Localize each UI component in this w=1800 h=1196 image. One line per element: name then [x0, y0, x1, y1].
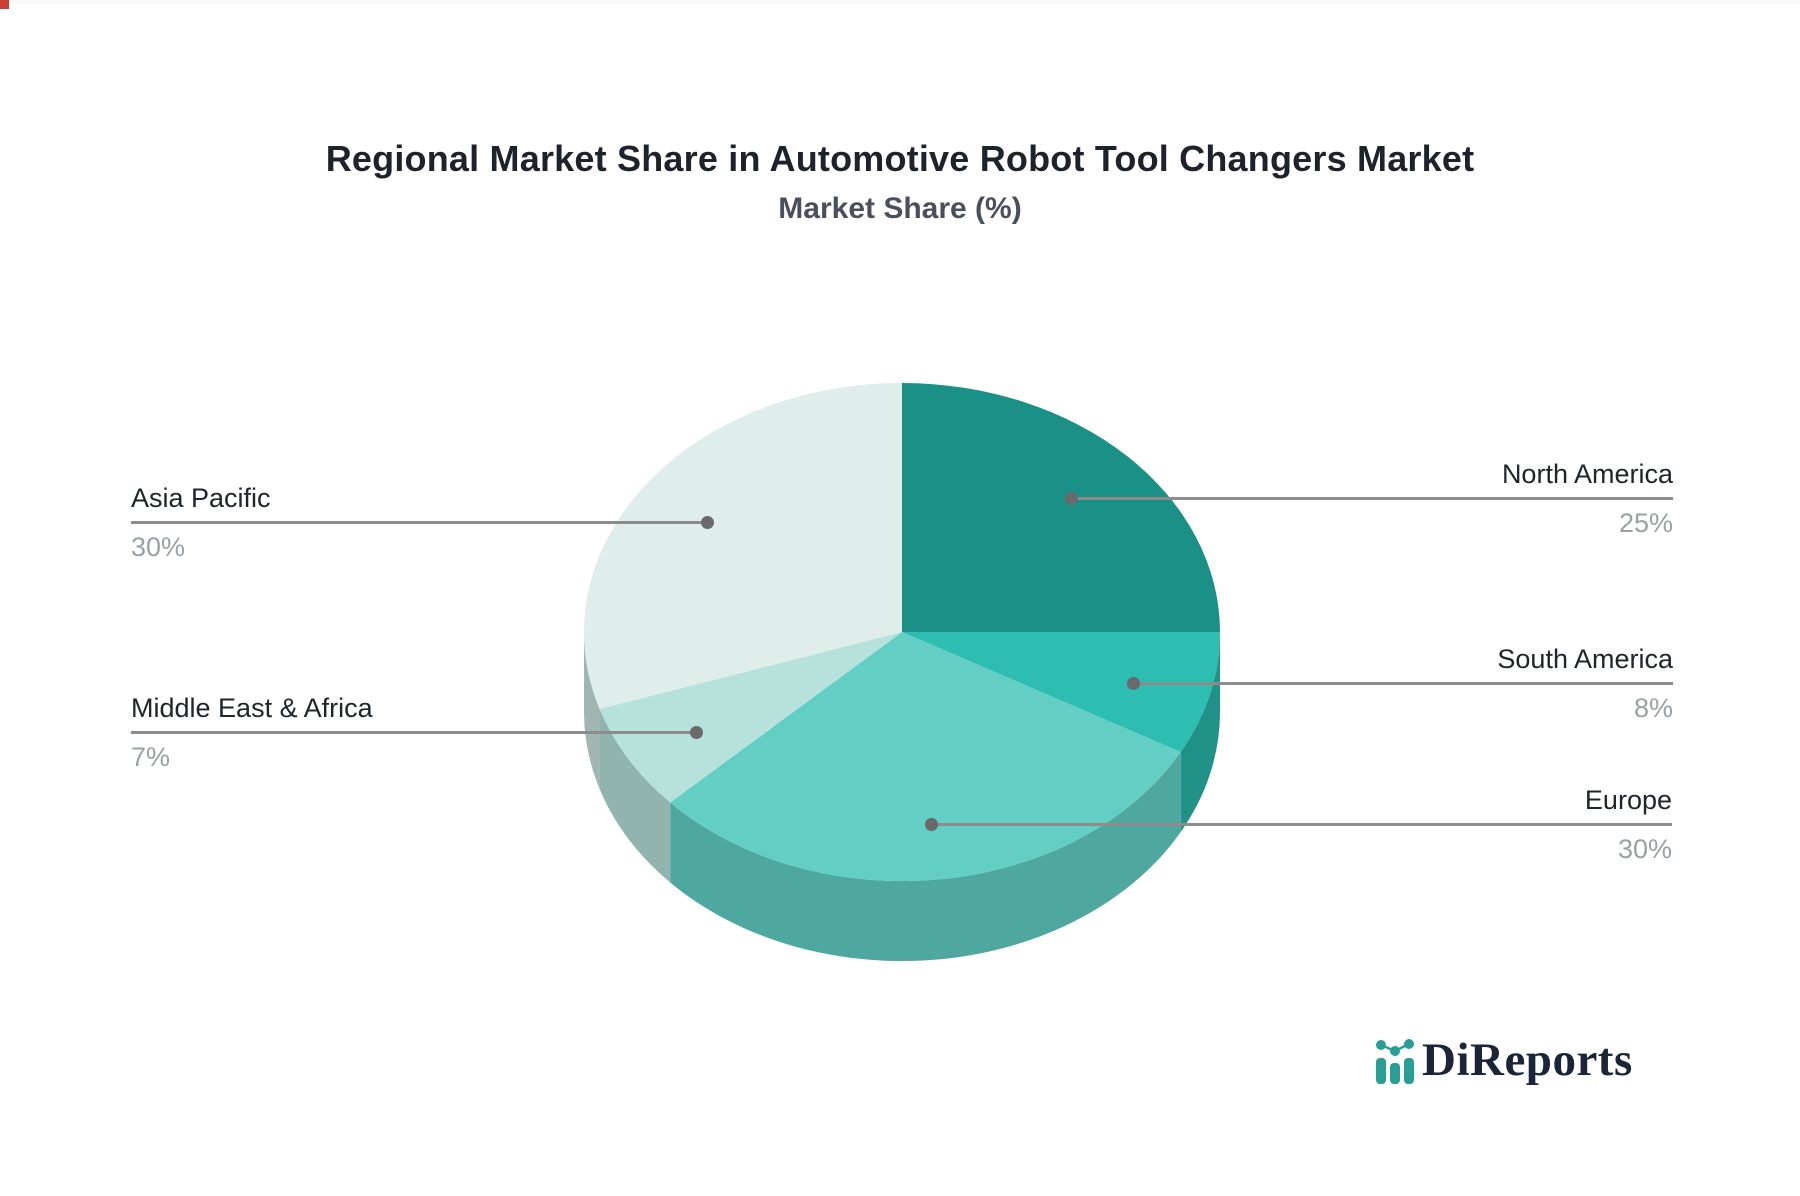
pie-side-europe[interactable]: [670, 752, 1181, 962]
logo-text: DiReports: [1422, 1034, 1633, 1086]
leader-dot-europe: [925, 818, 938, 831]
slice-label-north-america: North America: [1501, 459, 1673, 489]
chart-subtitle: Market Share (%): [778, 192, 1022, 225]
bar-line-chart-icon: [1376, 1039, 1414, 1084]
direports-logo: DiReports: [1374, 1036, 1633, 1084]
pie-side-middle-east-africa[interactable]: [599, 708, 671, 883]
leader-dot-asia-pacific: [701, 516, 714, 529]
pie-slice-asia-pacific[interactable]: [584, 383, 902, 709]
leader-line-south-america: [1133, 682, 1673, 685]
slice-label-asia-pacific: Asia Pacific: [131, 483, 271, 513]
top-strip: [0, 0, 1800, 4]
pie-slice-north-america[interactable]: [902, 383, 1220, 632]
pie-slice-middle-east-africa[interactable]: [599, 632, 902, 803]
chart-title: Regional Market Share in Automotive Robo…: [325, 138, 1475, 179]
pie-side-asia-pacific[interactable]: [584, 632, 600, 789]
leader-line-middle-east-africa: [131, 731, 697, 734]
corner-mark: [0, 0, 9, 9]
leader-dot-south-america: [1127, 677, 1140, 690]
leader-line-asia-pacific: [131, 521, 708, 524]
slice-label-europe: Europe: [1584, 785, 1672, 815]
slice-value-north-america: 25%: [1618, 508, 1673, 538]
slice-value-europe: 30%: [1617, 834, 1672, 864]
leader-line-europe: [931, 823, 1672, 826]
pie-side-south-america[interactable]: [1180, 632, 1220, 832]
leader-dot-north-america: [1065, 492, 1078, 505]
leader-line-north-america: [1071, 497, 1673, 500]
leader-dot-middle-east-africa: [690, 726, 703, 739]
pie-slice-south-america[interactable]: [902, 632, 1220, 752]
slice-value-south-america: 8%: [1633, 693, 1673, 723]
slice-value-asia-pacific: 30%: [131, 532, 186, 562]
slice-value-middle-east-africa: 7%: [131, 742, 171, 772]
slice-label-south-america: South America: [1497, 644, 1673, 674]
pie-slice-europe[interactable]: [670, 632, 1181, 882]
slice-label-middle-east-africa: Middle East & Africa: [131, 693, 373, 723]
